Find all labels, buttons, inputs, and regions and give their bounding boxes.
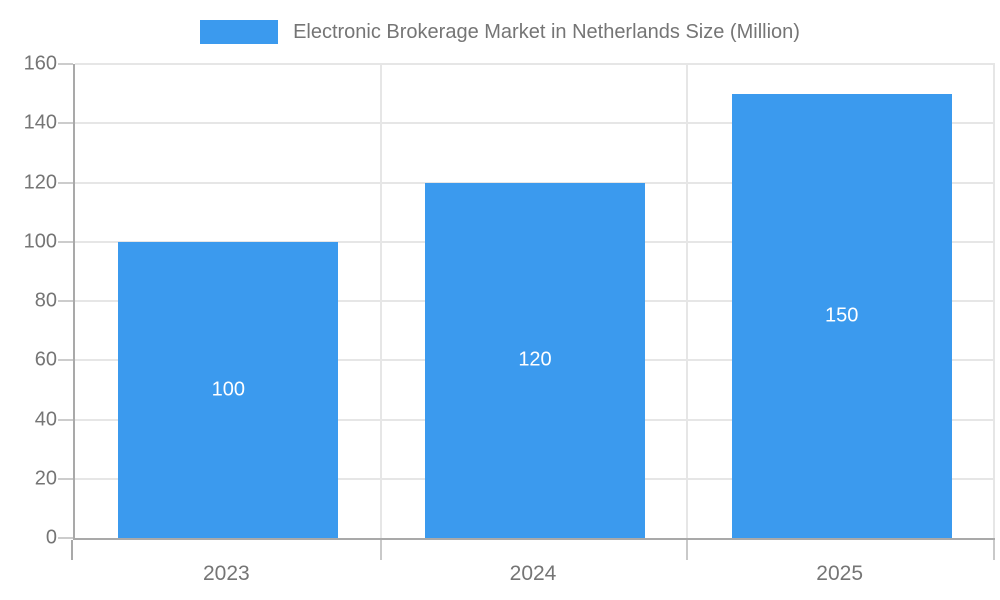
y-tick-mark xyxy=(58,477,73,480)
y-tick-label: 20 xyxy=(34,467,57,490)
bar-2025[interactable] xyxy=(731,93,952,538)
y-tick-label: 160 xyxy=(23,52,57,75)
x-tick-label: 2023 xyxy=(202,562,250,585)
x-tick-mark xyxy=(71,540,73,560)
x-tick-mark xyxy=(993,540,995,560)
bar-value-label: 100 xyxy=(211,378,246,401)
y-tick-mark xyxy=(58,300,73,302)
y-tick-label: 60 xyxy=(34,348,57,371)
y-tick-mark xyxy=(58,63,73,65)
y-tick-mark xyxy=(58,181,73,184)
plot-area: 100 120 150 xyxy=(73,63,995,540)
y-tick-mark xyxy=(58,122,73,125)
y-tick-mark xyxy=(58,537,73,539)
legend[interactable]: Electronic Brokerage Market in Netherlan… xyxy=(0,20,1000,44)
y-tick-label: 120 xyxy=(23,171,57,193)
y-tick-label: 0 xyxy=(45,526,57,549)
bar-value-label: 150 xyxy=(824,304,859,327)
y-gridline xyxy=(75,63,995,65)
y-tick-label: 40 xyxy=(34,408,57,430)
y-tick-mark xyxy=(58,359,73,362)
x-tick-label: 2024 xyxy=(509,562,557,585)
y-tick-label: 80 xyxy=(34,289,57,312)
x-gridline xyxy=(379,64,382,538)
x-gridline xyxy=(686,64,689,538)
y-gridline xyxy=(75,122,995,125)
legend-label: Electronic Brokerage Market in Netherlan… xyxy=(293,20,800,43)
bar-2024[interactable] xyxy=(425,182,645,538)
x-tick-mark xyxy=(379,540,382,560)
x-gridline xyxy=(993,64,995,538)
y-tick-label: 140 xyxy=(23,111,57,134)
x-tick-mark xyxy=(686,540,689,560)
y-tick-mark xyxy=(58,240,73,243)
x-tick-label: 2025 xyxy=(816,562,864,585)
bar-2023[interactable] xyxy=(118,241,339,538)
legend-swatch xyxy=(200,20,279,44)
bar-value-label: 120 xyxy=(518,348,552,371)
y-tick-mark xyxy=(58,418,73,421)
y-tick-label: 100 xyxy=(23,230,57,253)
